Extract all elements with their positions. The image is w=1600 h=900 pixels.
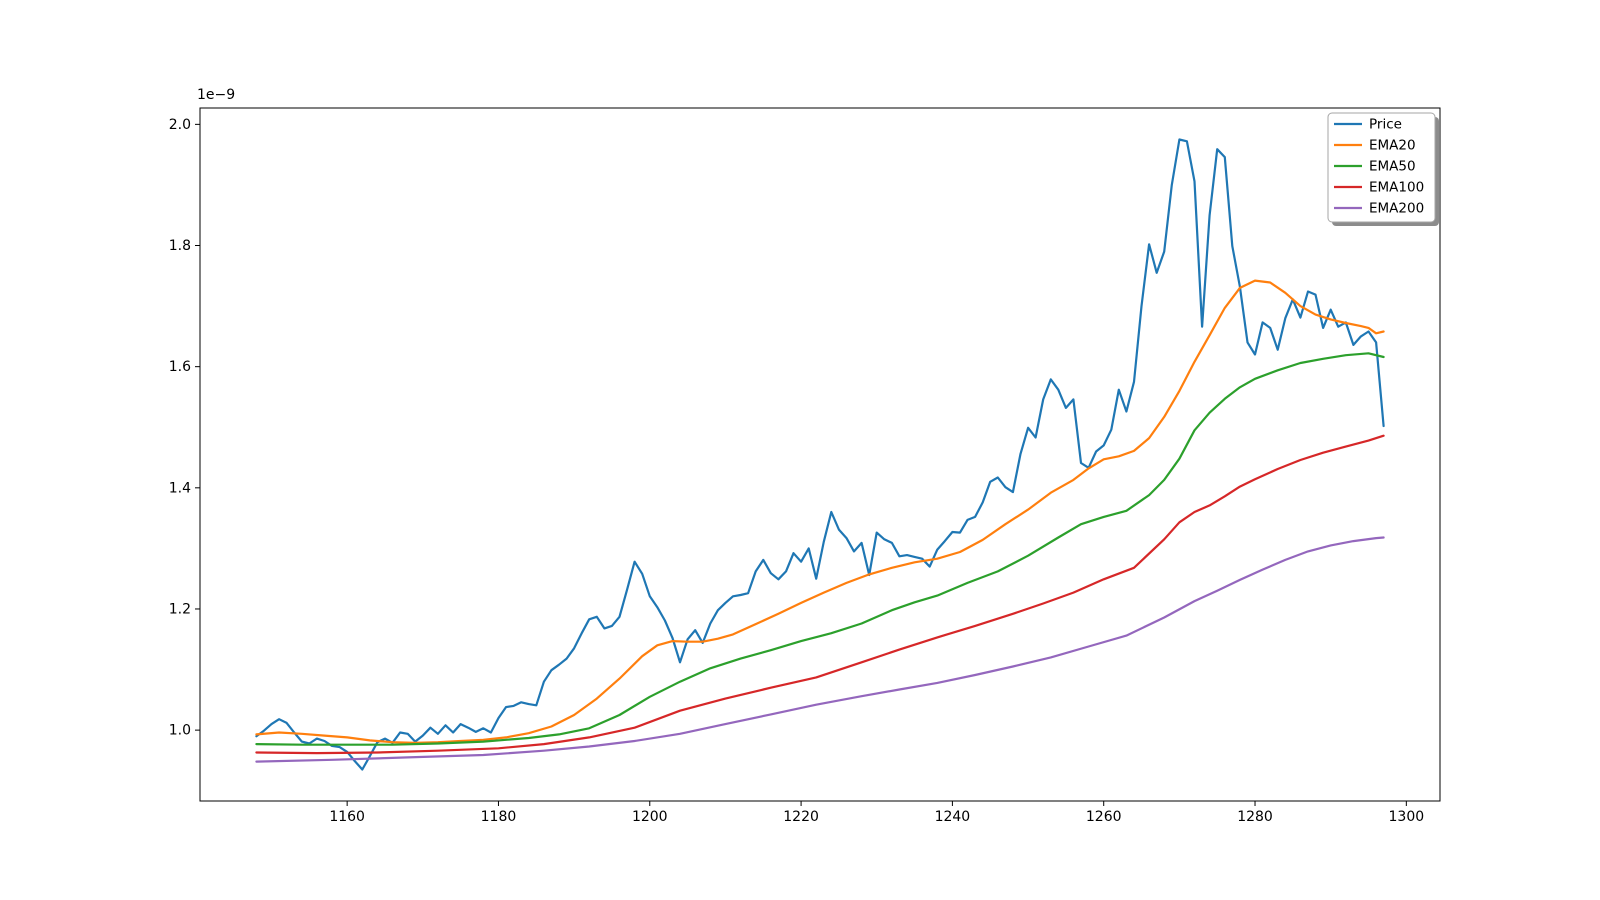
y-axis-tick-label: 1.6 <box>169 359 191 375</box>
x-axis-tick-label: 1240 <box>935 809 971 825</box>
y-axis-offset-label: 1e−9 <box>197 87 235 103</box>
x-axis-tick-label: 1220 <box>783 809 819 825</box>
x-axis-tick-label: 1300 <box>1389 809 1425 825</box>
x-axis-tick-label: 1160 <box>329 809 365 825</box>
x-axis-tick-label: 1260 <box>1086 809 1122 825</box>
ema50-line <box>255 352 1385 746</box>
y-axis-tick-label: 1.8 <box>169 238 191 254</box>
legend-label-ema200: EMA200 <box>1369 201 1424 217</box>
legend-label-ema100: EMA100 <box>1369 180 1424 196</box>
legend-box <box>1327 112 1436 223</box>
x-axis-tick-label: 1180 <box>481 809 517 825</box>
plot-border <box>199 107 1441 802</box>
price-line <box>255 138 1385 771</box>
legend-label-price: Price <box>1369 117 1402 133</box>
legend-label-ema50: EMA50 <box>1369 159 1416 175</box>
ema200-line <box>255 536 1385 763</box>
y-axis-tick-label: 1.4 <box>169 480 191 496</box>
y-axis-tick-label: 1.2 <box>169 601 191 617</box>
ema20-line <box>255 279 1385 744</box>
y-axis-tick-label: 2.0 <box>169 117 191 133</box>
ema100-line <box>255 434 1385 755</box>
x-axis-tick-label: 1200 <box>632 809 668 825</box>
y-axis-tick-label: 1.0 <box>169 723 191 739</box>
x-axis-tick-label: 1280 <box>1237 809 1273 825</box>
legend-label-ema20: EMA20 <box>1369 138 1416 154</box>
